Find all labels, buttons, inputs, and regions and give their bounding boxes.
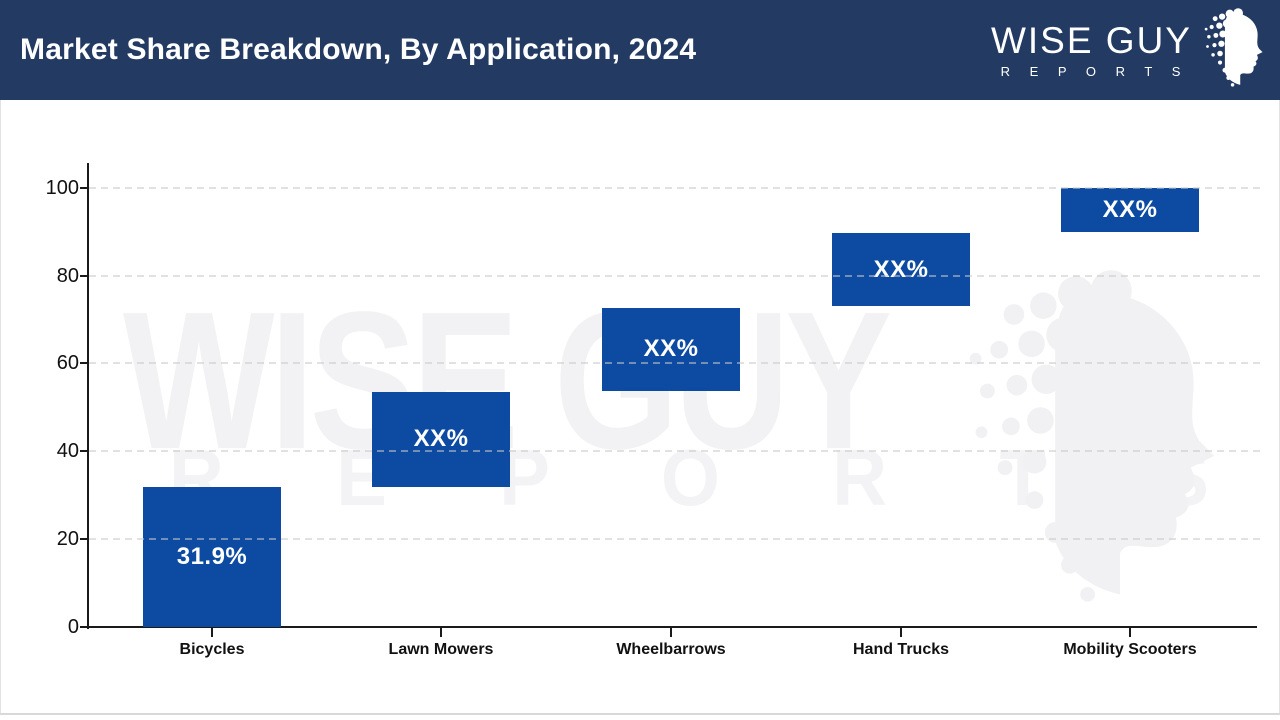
page-header: Market Share Breakdown, By Application, … <box>0 0 1280 100</box>
y-axis-tick-label: 0 <box>67 616 79 638</box>
x-axis-line <box>87 626 1257 628</box>
x-axis-tick-label: Wheelbarrows <box>616 641 726 658</box>
x-axis-tick-label: Mobility Scooters <box>1063 641 1197 658</box>
x-axis-tick <box>211 628 213 637</box>
brand-name: WISE GUY <box>990 20 1192 61</box>
plot: 0 20 40 60 80 100 31.9% Bicycles XX% Lawn Mowers X… <box>1 100 1279 713</box>
y-axis-line <box>87 163 89 629</box>
x-axis-tick-label: Lawn Mowers <box>388 641 494 658</box>
gridline <box>89 362 1263 365</box>
x-axis-tick <box>440 628 442 637</box>
x-axis-tick <box>1129 628 1131 637</box>
bar-value-label: XX% <box>1102 195 1158 223</box>
x-axis-tick-label: Hand Trucks <box>852 641 950 658</box>
y-axis-tick-label: 100 <box>45 176 79 199</box>
gridline <box>89 538 1263 541</box>
y-axis-tick <box>80 538 87 541</box>
gridline <box>89 450 1263 453</box>
bar-segment: XX% <box>372 391 510 487</box>
y-axis-tick <box>80 274 87 277</box>
y-axis-tick <box>80 362 87 365</box>
bar-value-label: XX% <box>413 425 469 453</box>
y-axis-tick-label: 60 <box>56 352 79 375</box>
brand-logo-text: WISE GUY R E P O R T S <box>991 22 1192 78</box>
chart-area: WISE GUY R E P O R T S 0 20 40 60 80 100 31.9%… <box>0 100 1280 713</box>
y-axis-tick <box>80 450 87 453</box>
brand-tagline: R E P O R T S <box>1000 64 1189 79</box>
bar-value-label: 31.9% <box>176 542 248 570</box>
y-axis-tick-label: 80 <box>56 264 79 287</box>
bottom-divider <box>0 713 1280 715</box>
x-axis-tick <box>900 628 902 637</box>
bar-segment: XX% <box>1061 187 1199 232</box>
bar-value-label: XX% <box>873 255 929 283</box>
bar-segment: 31.9% <box>143 486 281 627</box>
brand-logo: WISE GUY R E P O R T S <box>991 7 1266 93</box>
y-axis-tick <box>80 186 87 189</box>
gridline <box>89 274 1263 277</box>
bar-segment: XX% <box>832 233 970 307</box>
x-axis-tick <box>670 628 672 637</box>
y-axis-tick <box>80 626 87 628</box>
gridline <box>89 186 1263 189</box>
bar-value-label: XX% <box>643 335 699 363</box>
y-axis-tick-label: 20 <box>56 528 79 551</box>
bar-segment: XX% <box>602 307 740 392</box>
y-axis-tick-label: 40 <box>56 440 79 463</box>
page-title: Market Share Breakdown, By Application, … <box>20 33 697 66</box>
head-profile-logo-icon <box>1204 8 1263 87</box>
x-axis-tick-label: Bicycles <box>179 641 245 658</box>
